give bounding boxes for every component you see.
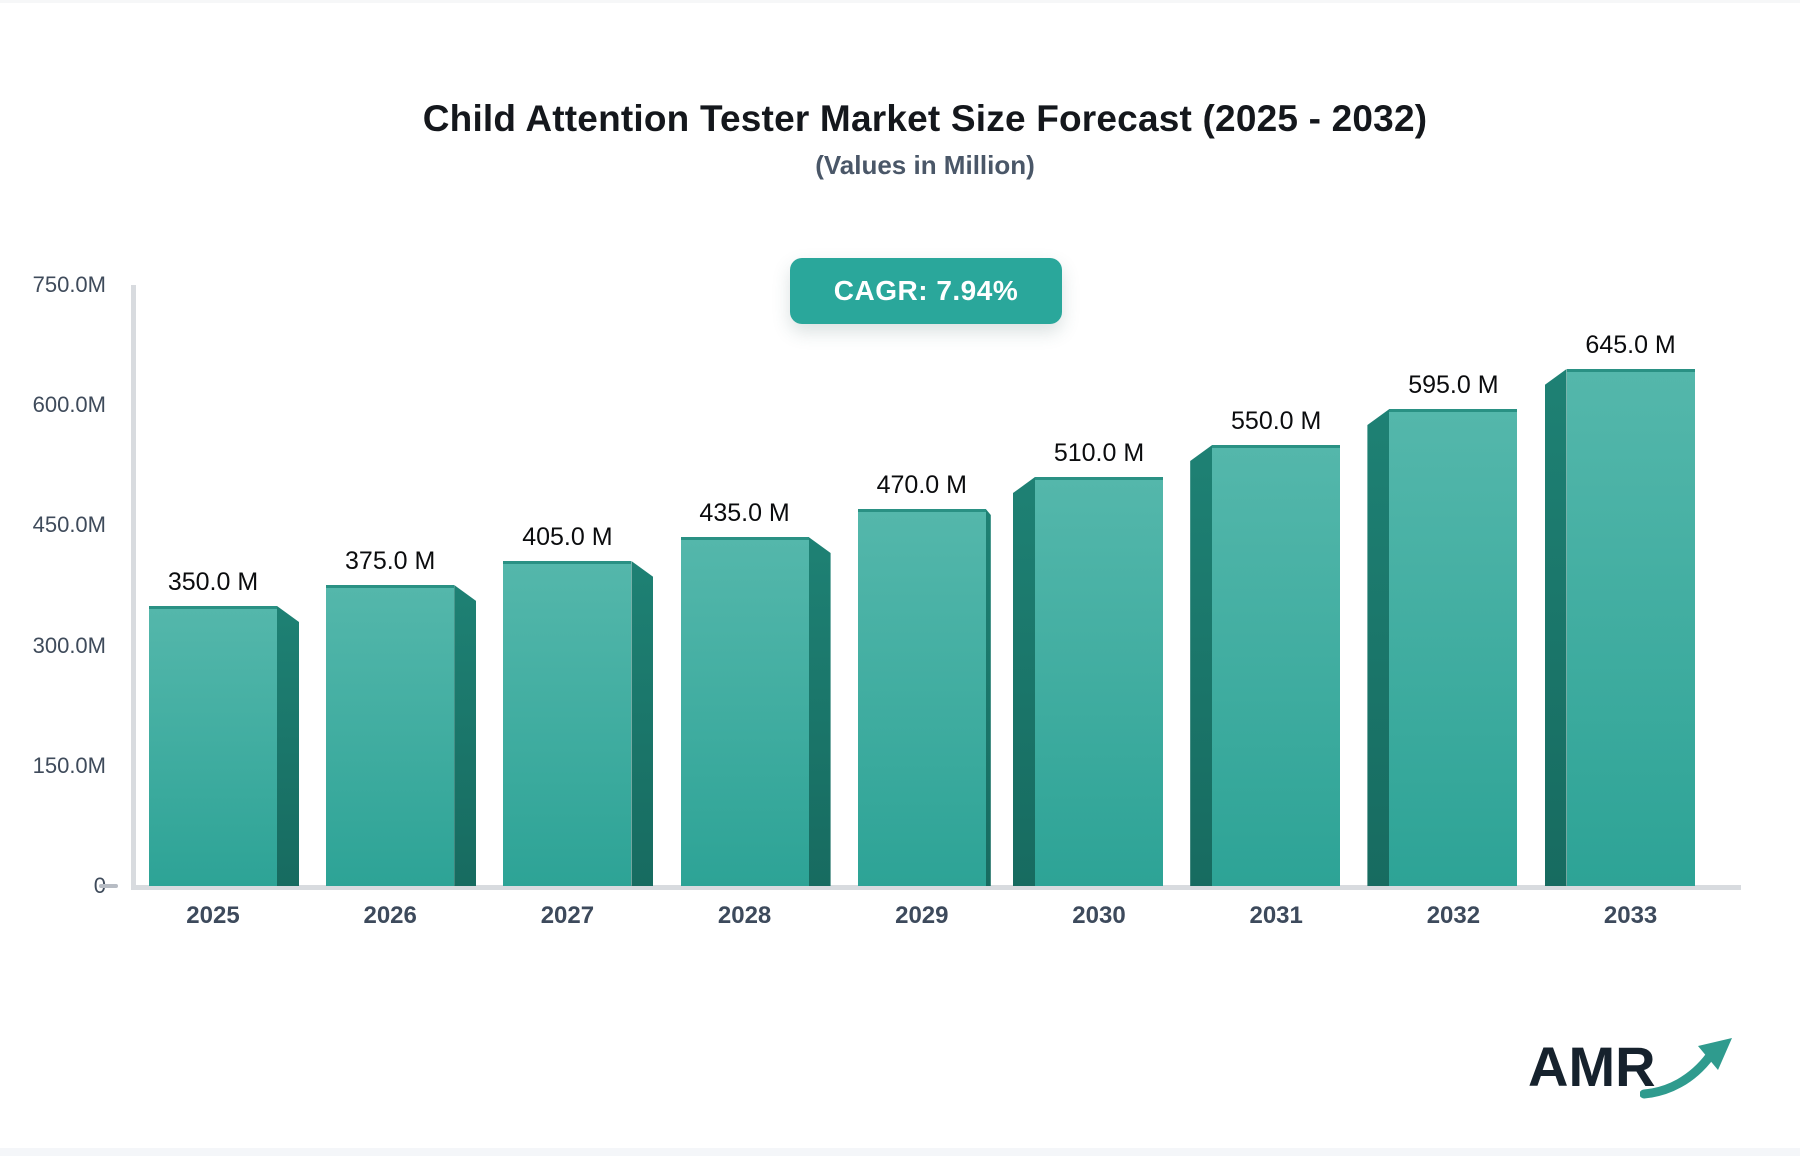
- x-tick-label: 2025: [186, 902, 240, 929]
- bar-2029: [857, 509, 986, 886]
- bar-2031: [1212, 445, 1341, 886]
- bar-value-label: 350.0 M: [167, 568, 259, 596]
- x-tick-label: 2027: [540, 902, 595, 929]
- bar-3d-side: [1013, 477, 1035, 886]
- bar-value-label: 470.0 M: [876, 471, 967, 499]
- bar-2032: [1389, 409, 1518, 886]
- x-tick-label: 2030: [1072, 902, 1126, 929]
- bar-3d-side: [808, 537, 831, 886]
- bar-3d-side: [277, 606, 299, 886]
- bar-2026: [326, 585, 455, 886]
- chart-title: Child Attention Tester Market Size Forec…: [422, 98, 1428, 139]
- zero-tick-mark: [99, 884, 118, 888]
- cagr-badge-label: CAGR: 7.94%: [833, 275, 1019, 306]
- amr-logo: AMR: [1528, 1038, 1740, 1102]
- x-tick-label: 2033: [1603, 902, 1658, 929]
- y-tick-label: 600.0M: [32, 392, 106, 418]
- bottom-edge-strip: [0, 1148, 1800, 1156]
- bar-value-label: 375.0 M: [345, 547, 436, 575]
- y-tick-label: 0: [0, 872, 106, 900]
- y-tick-label: 450.0M: [32, 512, 106, 538]
- y-tick-label: 150.0M: [32, 752, 106, 778]
- bar-2030: [1035, 477, 1163, 886]
- bar-3d-side: [1367, 409, 1390, 886]
- y-axis-line: [131, 285, 136, 886]
- bar-value-label: 645.0 M: [1585, 331, 1676, 359]
- x-tick-label: 2031: [1249, 902, 1303, 929]
- bar-2027: [503, 561, 632, 886]
- bar-3d-side: [1190, 445, 1213, 886]
- bar-3d-side: [985, 509, 991, 886]
- x-tick-label: 2026: [363, 902, 417, 929]
- bar-value-label: 550.0 M: [1231, 407, 1322, 435]
- bar-2028: [680, 537, 809, 886]
- x-tick-label: 2032: [1426, 902, 1481, 929]
- y-tick-label: 300.0M: [32, 632, 106, 658]
- trend-up-arrow-icon: [1639, 1038, 1732, 1099]
- x-tick-label: 2028: [717, 902, 772, 929]
- bar-3d-side: [454, 585, 477, 886]
- chart-subtitle: (Values in Million): [815, 150, 1035, 180]
- bar-value-label: 405.0 M: [522, 523, 613, 551]
- bar-value-label: 510.0 M: [1053, 439, 1145, 467]
- x-axis-line: [131, 885, 1741, 890]
- bar-3d-side: [631, 561, 654, 886]
- bar-2025: [149, 606, 277, 886]
- bar-value-label: 595.0 M: [1408, 371, 1499, 399]
- y-tick-label: 750.0M: [32, 272, 106, 297]
- cagr-badge: CAGR: 7.94%: [790, 258, 1062, 324]
- top-edge-strip: [0, 0, 1800, 3]
- bar-3d-side: [1544, 369, 1567, 886]
- bar-value-label: 435.0 M: [699, 499, 790, 527]
- bar-2033: [1566, 369, 1695, 886]
- amr-logo-text: AMR: [1528, 1035, 1656, 1098]
- x-tick-label: 2029: [895, 902, 949, 929]
